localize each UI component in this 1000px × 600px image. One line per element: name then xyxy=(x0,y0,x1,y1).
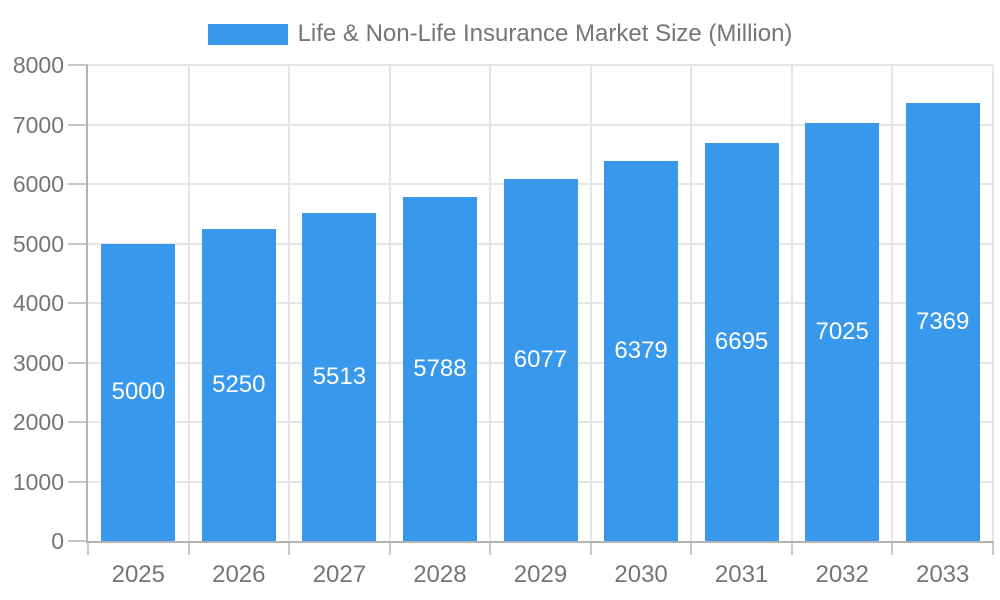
bar-value-label-2029: 6077 xyxy=(513,346,568,374)
bar-2033[interactable] xyxy=(905,102,980,541)
gridline-vertical xyxy=(690,65,693,541)
x-axis-tick-label-2032: 2032 xyxy=(815,561,869,588)
bar-2028[interactable] xyxy=(402,196,477,541)
y-axis-tick xyxy=(68,302,88,304)
y-axis-tick-label: 4000 xyxy=(12,290,64,316)
y-axis-tick xyxy=(68,183,88,185)
y-axis-tick-label: 2000 xyxy=(12,409,64,435)
legend-label: Life & Non-Life Insurance Market Size (M… xyxy=(297,20,793,47)
bar-value-label-2028: 5788 xyxy=(413,354,467,382)
x-axis-tick xyxy=(87,541,89,555)
y-axis-tick-label: 5000 xyxy=(12,230,64,257)
y-axis-tick-label: 8000 xyxy=(12,52,64,78)
x-axis-tick xyxy=(388,541,391,555)
gridline-vertical xyxy=(589,65,592,541)
bar-value-label-2026: 5250 xyxy=(212,370,266,398)
bar-value-label-2031: 6695 xyxy=(714,327,769,355)
gridline-vertical xyxy=(891,65,894,541)
bar-value-label-2033: 7369 xyxy=(915,307,970,335)
gridline-horizontal xyxy=(88,123,993,126)
y-axis-tick-label: 7000 xyxy=(12,111,64,138)
bar-2032[interactable] xyxy=(805,123,880,541)
y-axis-tick xyxy=(68,123,88,126)
gridline-vertical xyxy=(288,65,291,541)
y-axis-tick xyxy=(68,361,88,364)
x-axis-tick xyxy=(187,541,190,555)
x-axis-tick xyxy=(288,541,291,555)
bar-value-label-2032: 7025 xyxy=(815,318,869,345)
gridline-vertical xyxy=(790,65,793,541)
y-axis-tick-label: 3000 xyxy=(12,349,64,376)
y-axis-tick-label: 1000 xyxy=(12,468,64,495)
y-axis-tick xyxy=(68,242,88,245)
bar-value-label-2027: 5513 xyxy=(312,363,367,390)
y-axis-tick xyxy=(68,540,88,542)
x-axis-tick xyxy=(489,541,492,555)
y-axis-tick xyxy=(68,480,88,483)
x-axis-tick-label-2029: 2029 xyxy=(513,561,568,588)
gridline-vertical xyxy=(388,65,391,541)
gridline-vertical xyxy=(187,65,190,541)
x-axis-tick xyxy=(790,541,793,555)
y-axis-tick xyxy=(68,421,88,423)
x-axis-tick-label-2031: 2031 xyxy=(714,561,769,588)
gridline-vertical xyxy=(489,65,492,541)
x-axis-line xyxy=(86,541,993,543)
gridline-vertical xyxy=(992,65,994,541)
y-axis-line xyxy=(86,65,88,543)
gridline-horizontal xyxy=(88,64,993,66)
x-axis-tick xyxy=(690,541,693,555)
bar-2031[interactable] xyxy=(704,142,779,541)
bar-2026[interactable] xyxy=(201,228,276,541)
bar-2027[interactable] xyxy=(302,213,377,541)
x-axis-tick-label-2027: 2027 xyxy=(312,561,367,588)
x-axis-tick xyxy=(891,541,894,555)
bar-2029[interactable] xyxy=(503,179,578,541)
bar-2030[interactable] xyxy=(604,161,679,541)
x-axis-tick-label-2033: 2033 xyxy=(915,561,970,588)
bar-value-label-2030: 6379 xyxy=(614,337,668,365)
legend-swatch-icon xyxy=(207,23,288,45)
x-axis-tick xyxy=(589,541,592,555)
x-axis-tick-label-2026: 2026 xyxy=(212,561,266,588)
x-axis-tick xyxy=(992,541,994,555)
y-axis-tick xyxy=(68,64,88,66)
y-axis-tick-label: 6000 xyxy=(12,171,64,197)
x-axis-tick-label-2025: 2025 xyxy=(111,561,165,588)
y-axis-tick-label: 0 xyxy=(51,528,64,554)
bar-2025[interactable] xyxy=(101,243,176,541)
x-axis-tick-label-2028: 2028 xyxy=(413,561,467,588)
bar-value-label-2025: 5000 xyxy=(111,378,165,406)
x-axis-tick-label-2030: 2030 xyxy=(614,561,668,588)
chart-legend[interactable]: Life & Non-Life Insurance Market Size (M… xyxy=(0,20,1000,48)
